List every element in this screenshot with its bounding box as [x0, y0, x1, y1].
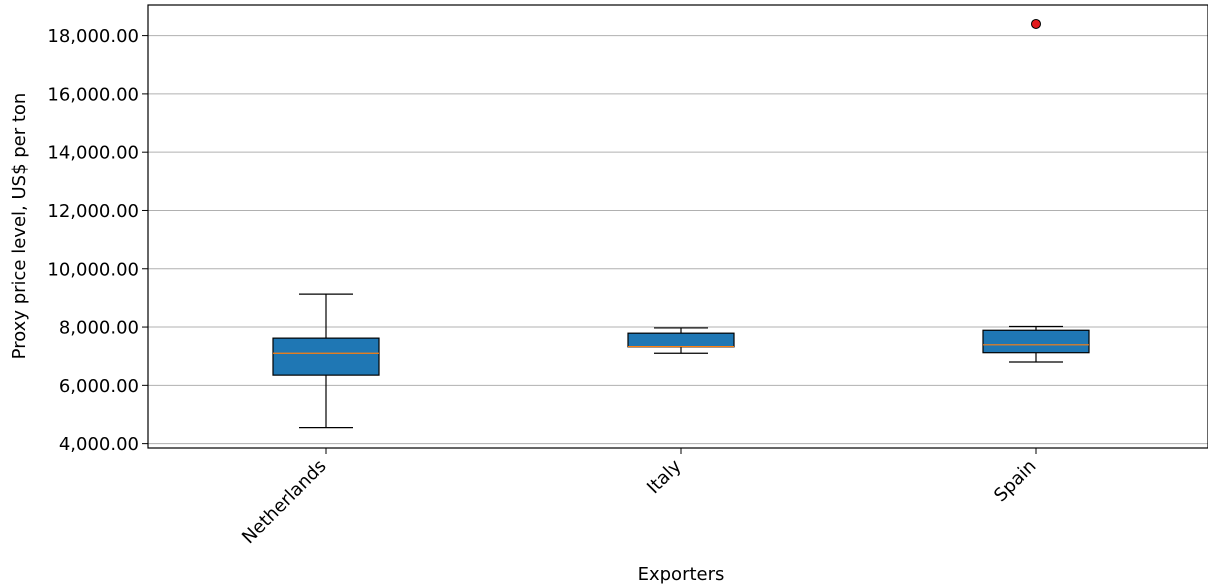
box-group [982, 18, 1090, 363]
box-group [272, 293, 380, 429]
gridlines [148, 35, 1208, 445]
y-tick-label: 16,000.00 [47, 84, 139, 105]
y-axis-label: Proxy price level, US$ per ton [9, 93, 30, 360]
iqr-box [272, 337, 380, 376]
y-tick-label: 12,000.00 [47, 201, 139, 222]
iqr-box [982, 329, 1090, 354]
boxes [272, 18, 1090, 429]
box-group [627, 327, 735, 354]
y-tick-label: 4,000.00 [59, 434, 139, 455]
x-tick-label: Italy [643, 455, 686, 498]
x-axis-label: Exporters [638, 564, 725, 585]
x-axis-ticks: Netherlands Italy Spain [238, 448, 1041, 548]
iqr-box [627, 332, 735, 348]
y-tick-label: 14,000.00 [47, 143, 139, 164]
outlier-point [1031, 18, 1041, 29]
y-tick-label: 10,000.00 [47, 259, 139, 280]
y-axis-ticks: 4,000.00 6,000.00 8,000.00 10,000.00 12,000.… [47, 26, 148, 455]
x-tick-label: Spain [990, 456, 1040, 506]
y-tick-label: 6,000.00 [59, 376, 139, 397]
y-tick-label: 8,000.00 [59, 318, 139, 339]
plot-frame [147, 4, 1208, 449]
y-tick-label: 18,000.00 [47, 26, 139, 47]
x-tick-label: Netherlands [238, 456, 330, 548]
